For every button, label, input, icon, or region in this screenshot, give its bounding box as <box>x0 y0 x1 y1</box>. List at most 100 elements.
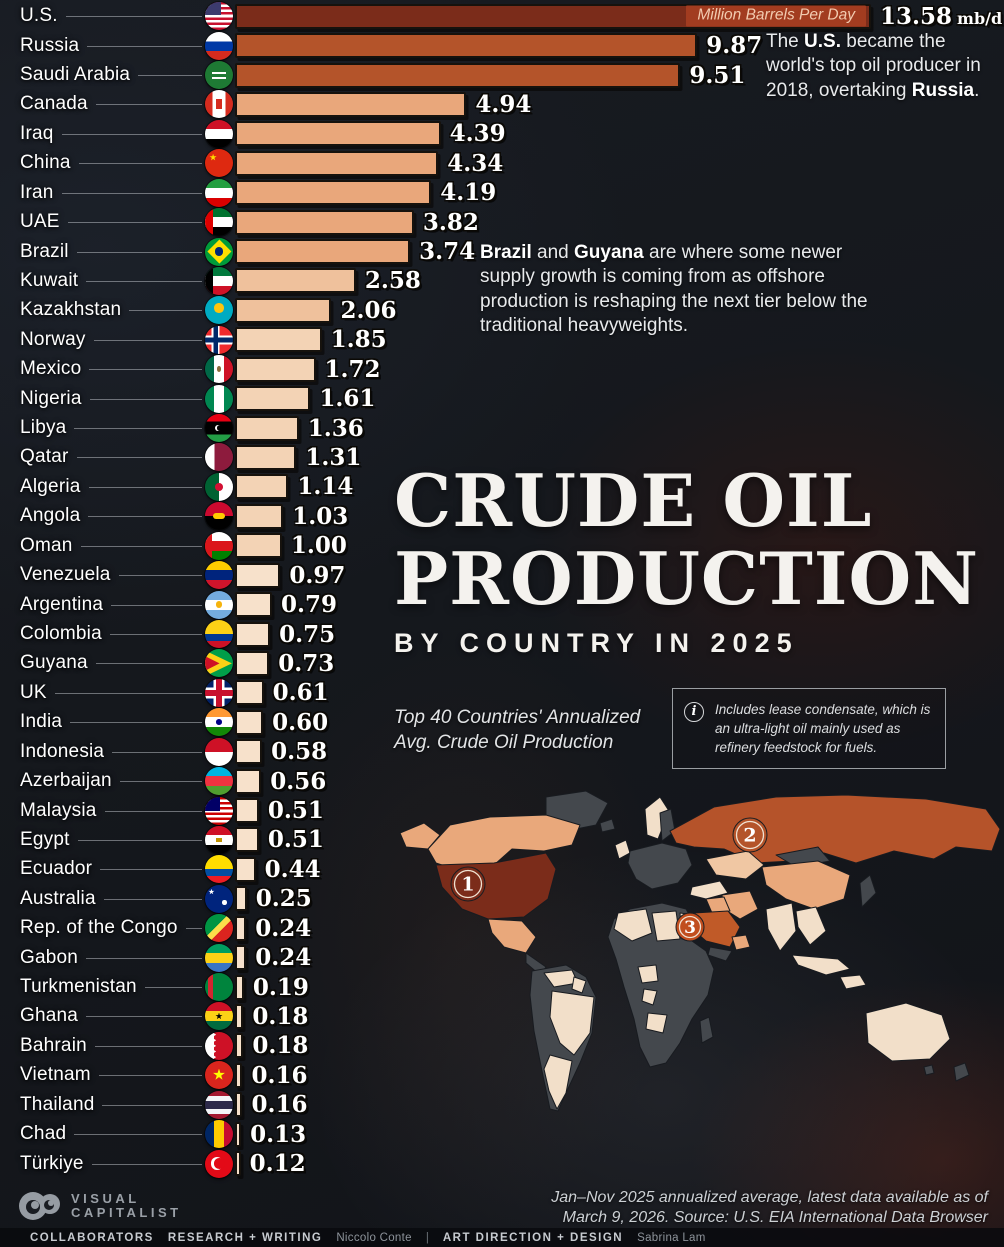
connector-line <box>112 751 202 753</box>
row-label-wrap: China <box>0 152 205 174</box>
flag-eg-icon <box>205 825 233 854</box>
research-writing-label: RESEARCH + WRITING <box>167 1231 323 1244</box>
country-label: Türkiye <box>20 1152 84 1174</box>
connector-line <box>76 457 202 459</box>
value-label: 0.19 <box>252 973 309 1001</box>
value-label: 1.00 <box>290 532 347 560</box>
value-label: 0.25 <box>255 885 312 913</box>
value-label: 0.79 <box>280 591 338 619</box>
connector-line <box>67 222 202 224</box>
bar-row: Canada 4.94 <box>0 90 1004 119</box>
bar <box>235 415 299 441</box>
connector-line <box>93 339 202 341</box>
value-label: 0.51 <box>267 797 324 825</box>
map-region-brazil <box>549 990 595 1056</box>
bar <box>235 650 270 676</box>
visual-capitalist-logo: VISUAL CAPITALIST <box>18 1186 182 1226</box>
value-label: 1.36 <box>307 414 364 442</box>
bar <box>235 592 272 618</box>
bar-row: Rep. of the Congo 0.24 <box>0 914 1004 943</box>
connector-line <box>86 957 202 959</box>
map-region-new-zealand <box>953 1062 970 1082</box>
bar <box>235 562 281 588</box>
flag-az-icon <box>205 767 233 796</box>
logo-line-1: VISUAL <box>71 1191 140 1206</box>
map-region-indonesia-east <box>839 974 867 990</box>
connector-line <box>129 310 202 312</box>
bar-row: Vietnam 0.16 <box>0 1061 1004 1090</box>
bar-row: Guyana 0.73 <box>0 649 1004 678</box>
bar-row: Malaysia 0.51 <box>0 796 1004 825</box>
bar <box>235 1003 244 1029</box>
value-label: 0.44 <box>264 855 321 883</box>
bar-row: Brazil 3.74 <box>0 237 1004 266</box>
map-region-china <box>761 860 851 910</box>
country-label: Algeria <box>20 475 81 497</box>
country-label: Argentina <box>20 593 104 615</box>
flag-ao-icon <box>205 502 233 531</box>
bar-row: Bahrain 0.18 <box>0 1031 1004 1060</box>
map-region-europe <box>627 842 693 890</box>
bar <box>235 886 247 912</box>
row-label-wrap: Qatar <box>0 446 205 468</box>
art-direction-label: ART DIRECTION + DESIGN <box>442 1231 624 1244</box>
connector-line <box>144 987 202 989</box>
map-region-mexico <box>487 918 537 954</box>
connector-line <box>95 104 202 106</box>
flag-tr-icon <box>205 1149 233 1178</box>
country-label: China <box>20 152 71 174</box>
value-label: 4.94 <box>475 90 532 118</box>
value-label: 3.82 <box>422 208 479 236</box>
bar-row: UK 0.61 <box>0 678 1004 707</box>
logo-line-2: CAPITALIST <box>71 1205 182 1220</box>
connector-line <box>74 1134 202 1136</box>
map-region-india <box>765 902 797 952</box>
row-label-wrap: Egypt <box>0 829 205 851</box>
connector-line <box>104 810 202 812</box>
map-marker-number: 1 <box>461 874 474 896</box>
flag-qa-icon <box>205 443 233 472</box>
map-region-nigeria <box>637 964 659 984</box>
map-region-kazakhstan <box>705 850 765 880</box>
country-label: Nigeria <box>20 387 82 409</box>
bar-row: Saudi Arabia 9.51 <box>0 60 1004 90</box>
map-region-guyana <box>571 976 587 994</box>
annotation-segment: The <box>766 31 805 52</box>
country-label: Venezuela <box>20 564 111 586</box>
country-label: Norway <box>20 328 86 350</box>
value-label: 4.19 <box>440 179 497 207</box>
source-note: Jan–Nov 2025 annualized average, latest … <box>388 1188 988 1229</box>
row-label-wrap: Guyana <box>0 652 205 674</box>
bar-row: Turkmenistan 0.19 <box>0 972 1004 1002</box>
bar-row: Venezuela 0.97 <box>0 560 1004 590</box>
row-label-wrap: Turkmenistan <box>0 976 205 998</box>
connector-line <box>109 634 202 635</box>
bar <box>235 356 316 382</box>
value-label: 0.61 <box>272 679 329 707</box>
bar-row: Argentina 0.79 <box>0 590 1004 619</box>
bar <box>235 1092 243 1118</box>
value-label: 3.74 <box>419 238 476 266</box>
value-label: 4.39 <box>449 120 506 148</box>
row-label-wrap: Angola <box>0 505 205 527</box>
row-label-wrap: Iraq <box>0 123 205 145</box>
value-label: 0.97 <box>289 561 346 589</box>
bar <box>235 209 414 235</box>
map-region-iceland <box>599 818 616 833</box>
row-label-wrap: Gabon <box>0 947 205 969</box>
row-label-wrap: UK <box>0 682 205 704</box>
bar <box>235 945 247 971</box>
bar <box>235 915 247 941</box>
flag-gy-icon <box>205 649 233 678</box>
flag-td-icon <box>205 1120 233 1149</box>
bar-row: Gabon 0.24 <box>0 943 1004 972</box>
value-label: 0.13 <box>250 1120 307 1148</box>
country-label: Australia <box>20 887 96 909</box>
flag-bh-icon <box>205 1031 233 1060</box>
bar <box>235 62 681 88</box>
value-label: 1.31 <box>305 443 362 471</box>
annotation-segment: . <box>974 79 980 101</box>
bar <box>235 33 698 59</box>
bar-row: Kuwait 2.58 <box>0 266 1004 295</box>
connector-line <box>118 575 202 577</box>
